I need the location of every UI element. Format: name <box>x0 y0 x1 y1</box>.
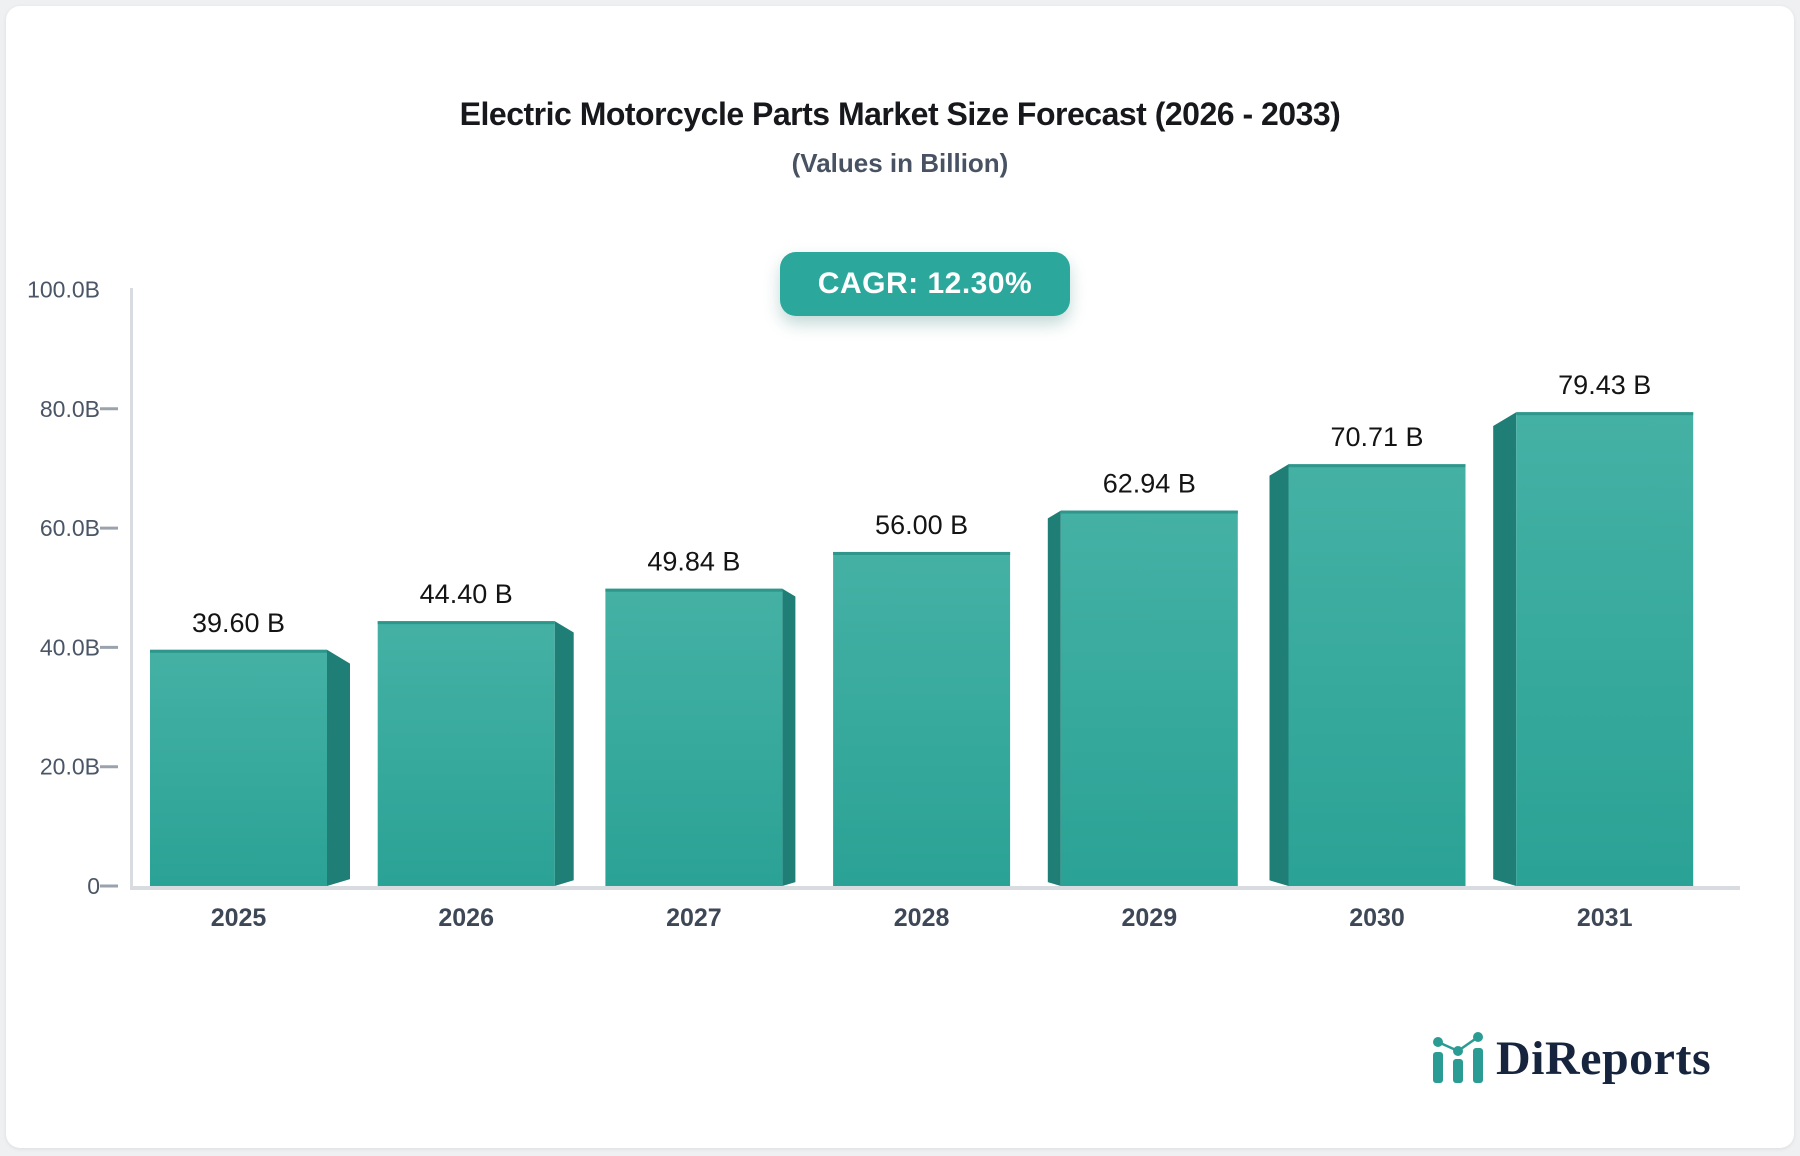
bar-side-face <box>1269 464 1289 886</box>
x-axis-label: 2026 <box>438 904 494 932</box>
bar-side-face <box>1493 412 1517 886</box>
bar-2027[interactable] <box>605 588 783 886</box>
bar-top-edge <box>1060 510 1238 514</box>
page-title: Electric Motorcycle Parts Market Size Fo… <box>459 96 1341 132</box>
bar-2030[interactable] <box>1288 464 1466 886</box>
bar-2026[interactable] <box>377 621 555 886</box>
x-axis-label: 2029 <box>1121 904 1177 932</box>
y-axis-label: 0 <box>87 873 100 899</box>
cagr-badge: CAGR: 12.30% <box>780 252 1070 316</box>
y-axis-label: 60.0B <box>40 515 100 541</box>
bar-2031[interactable] <box>1516 412 1694 886</box>
bar-value-label: 62.94 B <box>1103 469 1196 499</box>
x-axis-label: 2031 <box>1577 904 1633 932</box>
brand-name: DiReports <box>1496 1031 1712 1085</box>
bar-top-edge <box>1516 412 1694 416</box>
bar-value-label: 79.43 B <box>1558 370 1651 400</box>
bar-value-label: 39.60 B <box>192 608 285 638</box>
bar-top-edge <box>605 588 783 592</box>
x-axis-label: 2030 <box>1349 904 1405 932</box>
bar-side-face <box>327 649 350 886</box>
brand-logo: DiReports <box>1430 1028 1711 1088</box>
y-axis-label: 40.0B <box>40 634 100 660</box>
bar-2029[interactable] <box>1060 510 1238 886</box>
bar-value-label: 70.71 B <box>1330 422 1423 452</box>
bar-top-edge <box>1288 464 1466 468</box>
bar-side-face <box>554 621 574 886</box>
x-axis-label: 2027 <box>666 904 722 932</box>
x-axis-label: 2028 <box>894 904 950 932</box>
cagr-badge-label: CAGR: 12.30% <box>817 267 1033 300</box>
bar-value-label: 49.84 B <box>647 547 740 577</box>
bar-2028[interactable] <box>833 551 1011 886</box>
bar-2025[interactable] <box>150 649 327 886</box>
bar-side-face <box>782 588 796 886</box>
y-axis-label: 20.0B <box>40 754 100 780</box>
bar-top-edge <box>833 551 1011 555</box>
bar-value-label: 56.00 B <box>875 510 968 540</box>
bar-side-face <box>1047 510 1061 886</box>
bar-top-edge <box>377 621 555 625</box>
chart-subtitle: (Values in Billion) <box>791 148 1009 178</box>
y-axis-label: 100.0B <box>27 277 100 303</box>
bar-top-edge <box>150 649 327 653</box>
y-axis-label: 80.0B <box>40 396 100 422</box>
bar-chart-logo-icon <box>1433 1032 1483 1083</box>
bar-value-label: 44.40 B <box>420 579 513 609</box>
x-axis-label: 2025 <box>211 904 267 932</box>
